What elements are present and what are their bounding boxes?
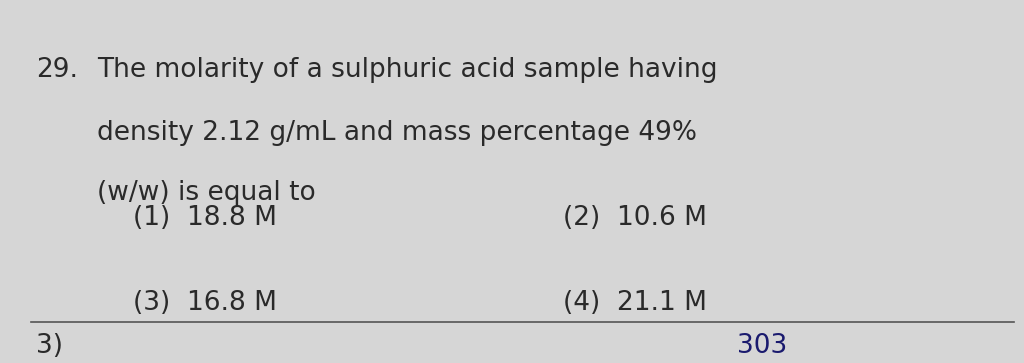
Text: The molarity of a sulphuric acid sample having: The molarity of a sulphuric acid sample … bbox=[97, 57, 718, 83]
Text: 3): 3) bbox=[36, 333, 62, 359]
Text: (2)  10.6 M: (2) 10.6 M bbox=[563, 205, 708, 231]
Text: (w/w) is equal to: (w/w) is equal to bbox=[97, 180, 316, 207]
Text: 29.: 29. bbox=[36, 57, 78, 83]
Text: (3)  16.8 M: (3) 16.8 M bbox=[133, 290, 278, 316]
Text: density 2.12 g/mL and mass percentage 49%: density 2.12 g/mL and mass percentage 49… bbox=[97, 120, 697, 146]
Text: 303: 303 bbox=[737, 333, 787, 359]
Text: (1)  18.8 M: (1) 18.8 M bbox=[133, 205, 278, 231]
Text: (4)  21.1 M: (4) 21.1 M bbox=[563, 290, 708, 316]
